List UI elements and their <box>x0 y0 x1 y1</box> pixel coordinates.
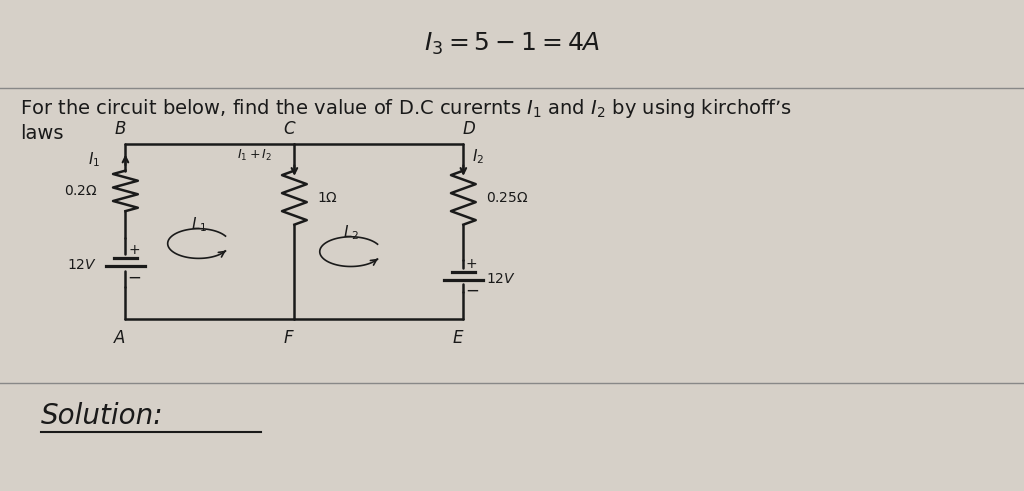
Text: $I_2$: $I_2$ <box>472 148 484 166</box>
Text: $L_2$: $L_2$ <box>343 223 358 242</box>
Text: $1\Omega$: $1\Omega$ <box>317 191 338 205</box>
Text: E: E <box>453 328 463 347</box>
Text: +: + <box>128 243 139 257</box>
Text: F: F <box>284 328 294 347</box>
Text: $I_1+I_2$: $I_1+I_2$ <box>237 148 272 164</box>
Text: $0.25\Omega$: $0.25\Omega$ <box>486 191 528 205</box>
Text: $I_3 = 5 - 1 = 4A$: $I_3 = 5 - 1 = 4A$ <box>424 31 600 57</box>
Text: For the circuit below, find the value of D.C curernts $I_1$ and $I_2$ by using k: For the circuit below, find the value of… <box>20 97 793 120</box>
Text: −: − <box>127 268 141 286</box>
Text: $12V$: $12V$ <box>486 272 516 286</box>
Text: A: A <box>114 328 126 347</box>
Text: +: + <box>466 257 477 271</box>
Text: D: D <box>463 120 475 138</box>
Text: $12V$: $12V$ <box>68 258 97 272</box>
Text: B: B <box>114 120 126 138</box>
Text: $I_1$: $I_1$ <box>88 150 100 169</box>
Text: Solution:: Solution: <box>41 403 164 431</box>
Text: $L_1$: $L_1$ <box>190 215 207 234</box>
Text: laws: laws <box>20 124 63 143</box>
Text: −: − <box>465 282 479 300</box>
Text: C: C <box>283 120 295 138</box>
Text: $0.2\Omega$: $0.2\Omega$ <box>63 184 97 198</box>
